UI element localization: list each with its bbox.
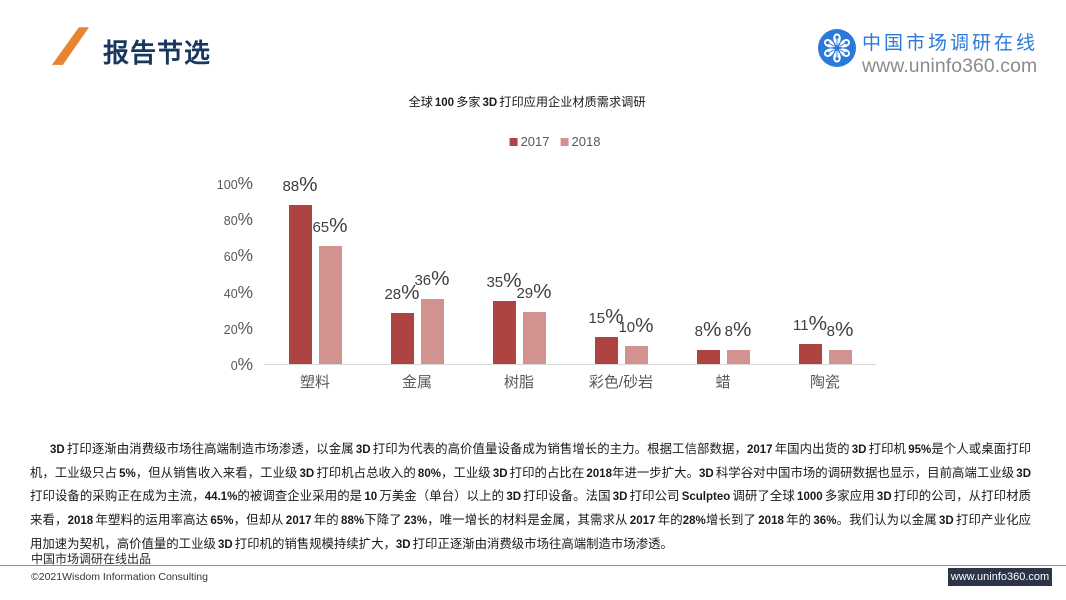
- x-axis-category-label: 蜡: [715, 374, 731, 391]
- bar-2018-树脂: [522, 311, 546, 364]
- bar-2018-塑料: [318, 246, 342, 364]
- bar-2018-蜡: [726, 349, 750, 364]
- bar-2017-蜡: [696, 349, 720, 364]
- page-title: 报告节选: [103, 38, 212, 68]
- legend-swatch-icon: [560, 138, 569, 146]
- x-axis-category-label: 树脂: [503, 374, 535, 391]
- bar-value-label: 15%: [588, 304, 624, 328]
- x-axis-category-label: 彩色/砂岩: [588, 374, 654, 391]
- y-axis-tick-label: 80%: [223, 209, 253, 230]
- bar-2018-金属: [420, 298, 444, 364]
- bar-2017-陶瓷: [798, 344, 822, 364]
- y-axis-tick-label: 100%: [216, 173, 253, 193]
- legend-label: 2018: [571, 134, 601, 149]
- slash-icon: [51, 27, 89, 65]
- logo-snowflake-icon: [818, 29, 856, 67]
- chart-title: 全球 100 多家 3D 打印应用企业材质需求调研: [408, 95, 646, 109]
- body-paragraph: 3D 打印逐渐由消费级市场往高端制造市场渗透，以金属 3D 打印为代表的高价值量…: [30, 442, 1032, 551]
- bar-value-label: 29%: [516, 279, 552, 303]
- y-axis-tick-label: 60%: [223, 245, 253, 266]
- bar-value-label: 8%: [826, 317, 854, 341]
- bar-value-label: 65%: [312, 214, 348, 238]
- legend-item-2017: 2017: [509, 134, 550, 150]
- bar-2017-塑料: [288, 204, 312, 364]
- legend-swatch-icon: [509, 138, 518, 146]
- bar-value-label: 8%: [724, 317, 752, 341]
- x-axis-line: [264, 364, 876, 365]
- legend-item-2018: 2018: [560, 134, 601, 150]
- bar-2017-金属: [390, 313, 414, 364]
- bar-value-label: 88%: [282, 172, 318, 196]
- bar-value-label: 28%: [384, 281, 420, 305]
- x-axis-category-label: 金属: [401, 374, 433, 391]
- bar-2017-树脂: [492, 300, 516, 364]
- y-axis-tick-label: 40%: [223, 281, 253, 302]
- bar-value-label: 11%: [793, 312, 827, 336]
- footer-copyright: ©2021Wisdom Information Consulting: [31, 570, 208, 583]
- y-axis-tick-label: 20%: [223, 317, 253, 338]
- bar-2017-彩色/砂岩: [594, 336, 618, 364]
- bar-2018-彩色/砂岩: [624, 345, 648, 364]
- y-axis-tick-label: 0%: [230, 354, 253, 374]
- logo-url: www.uninfo360.com: [862, 54, 1038, 77]
- bar-value-label: 36%: [414, 266, 450, 290]
- legend-label: 2017: [520, 134, 550, 149]
- bar-value-label: 8%: [694, 317, 722, 341]
- footer-divider: [0, 565, 1066, 566]
- bar-value-label: 35%: [486, 268, 522, 292]
- footer-badge: www.uninfo360.com: [948, 568, 1052, 586]
- footer-producer: 中国市场调研在线出品: [31, 551, 152, 566]
- chart-legend: 2017 2018: [509, 134, 601, 150]
- bar-value-label: 10%: [618, 313, 654, 337]
- logo-name: 中国市场调研在线: [862, 32, 1039, 54]
- bar-2018-陶瓷: [828, 349, 852, 364]
- x-axis-category-label: 陶瓷: [809, 374, 841, 391]
- x-axis-category-label: 塑料: [299, 374, 331, 391]
